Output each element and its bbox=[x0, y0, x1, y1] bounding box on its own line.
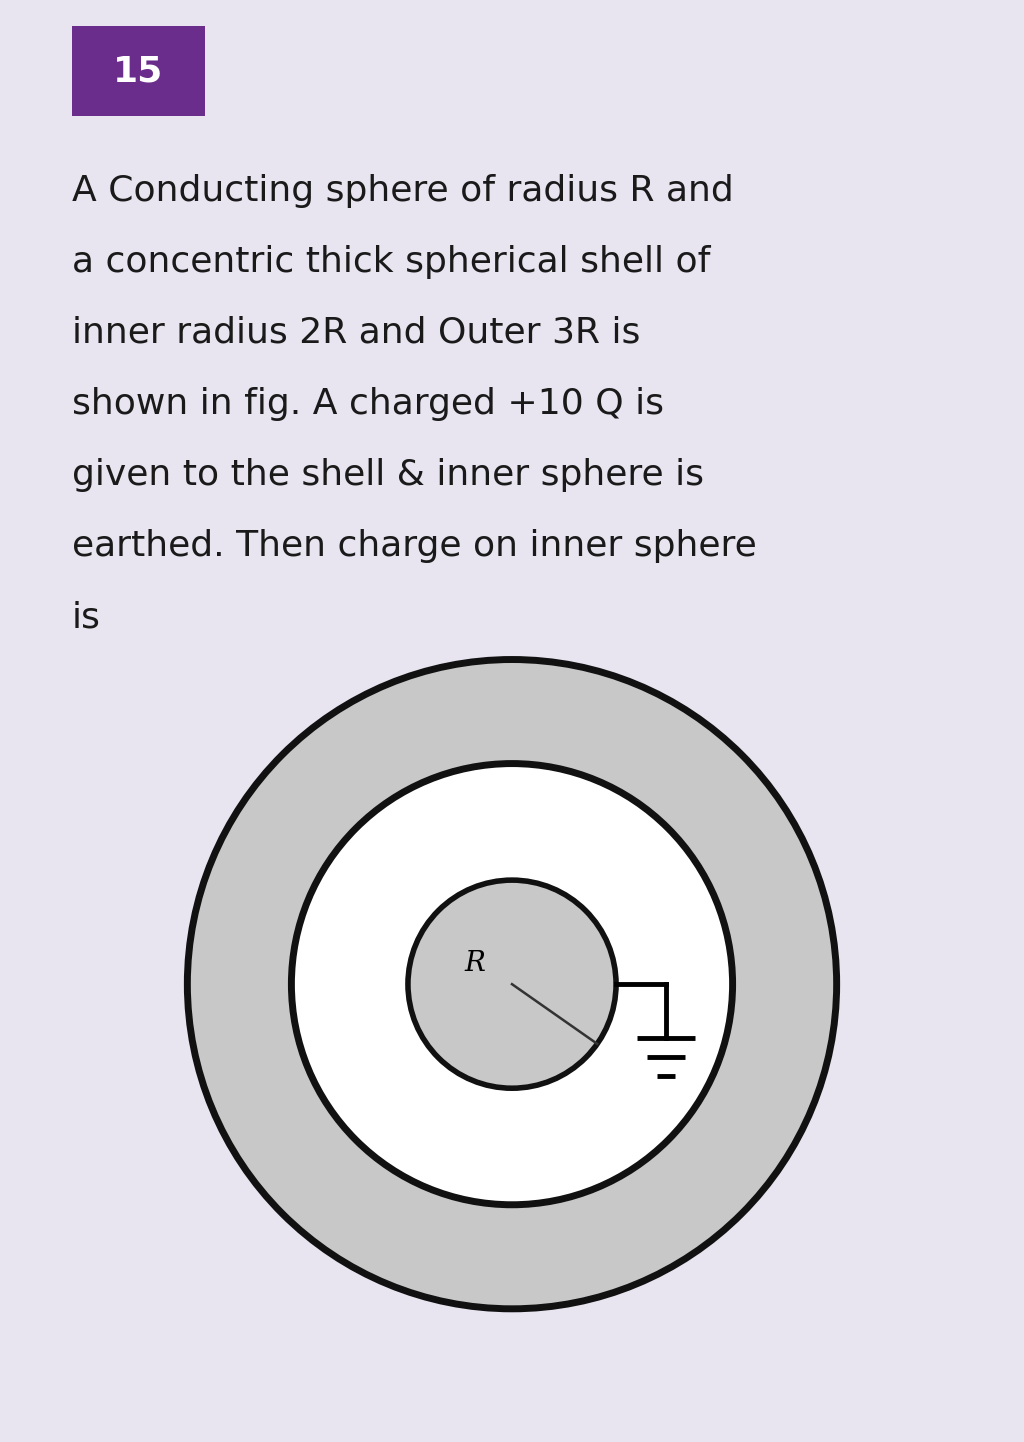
Text: A Conducting sphere of radius R and: A Conducting sphere of radius R and bbox=[72, 173, 733, 208]
Text: a concentric thick spherical shell of: a concentric thick spherical shell of bbox=[72, 245, 710, 278]
Text: 15: 15 bbox=[113, 53, 164, 88]
Bar bbox=[72, 26, 205, 115]
Text: shown in fig. A charged +10 Q is: shown in fig. A charged +10 Q is bbox=[72, 386, 664, 421]
Text: given to the shell & inner sphere is: given to the shell & inner sphere is bbox=[72, 459, 703, 492]
Circle shape bbox=[187, 659, 837, 1309]
Circle shape bbox=[292, 764, 732, 1204]
Text: earthed. Then charge on inner sphere: earthed. Then charge on inner sphere bbox=[72, 529, 757, 562]
Text: is: is bbox=[72, 600, 100, 634]
Text: R: R bbox=[464, 950, 485, 976]
Circle shape bbox=[408, 880, 616, 1089]
Text: inner radius 2R and Outer 3R is: inner radius 2R and Outer 3R is bbox=[72, 316, 640, 350]
